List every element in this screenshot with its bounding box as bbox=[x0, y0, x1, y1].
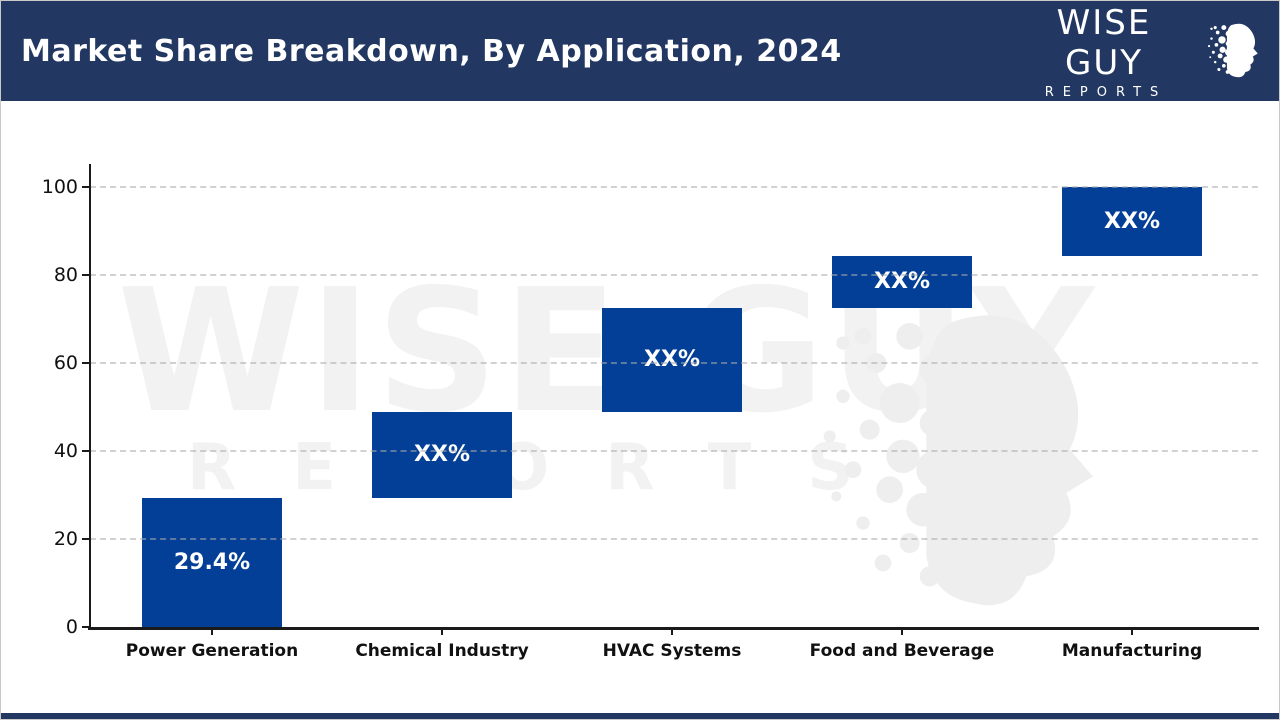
footer-accent-bar bbox=[1, 713, 1279, 719]
y-tick-mark bbox=[82, 362, 89, 364]
category-label: Power Generation bbox=[125, 641, 299, 661]
gridline bbox=[90, 362, 1258, 364]
page-title: Market Share Breakdown, By Application, … bbox=[21, 33, 842, 69]
y-tick-label: 20 bbox=[53, 528, 78, 550]
category-label: Manufacturing bbox=[1061, 641, 1203, 661]
y-axis-line bbox=[89, 164, 91, 629]
category-label: HVAC Systems bbox=[602, 641, 742, 661]
x-tick-mark bbox=[671, 628, 673, 635]
gridline bbox=[90, 538, 1258, 540]
brand-face-icon bbox=[1207, 23, 1258, 78]
bar-value-label: XX% bbox=[414, 442, 470, 468]
brand-logo: WISE GUY REPORTS bbox=[1017, 3, 1267, 100]
waterfall-chart: 0 20 40 60 80 100 29.4% Power Generation XX% Chem… bbox=[1, 101, 1279, 715]
bar-chemical-industry: XX% bbox=[372, 412, 512, 498]
y-tick-label: 0 bbox=[65, 616, 78, 638]
bar-value-label: XX% bbox=[1104, 208, 1160, 234]
bar-value-label: XX% bbox=[644, 347, 700, 373]
bar-value-label: XX% bbox=[874, 269, 930, 295]
y-tick-mark bbox=[82, 626, 89, 628]
y-tick-label: 60 bbox=[53, 352, 78, 374]
y-tick-mark bbox=[82, 186, 89, 188]
x-tick-mark bbox=[211, 628, 213, 635]
gridline bbox=[90, 186, 1258, 188]
header-band: Market Share Breakdown, By Application, … bbox=[1, 1, 1279, 101]
category-label: Food and Beverage bbox=[809, 641, 995, 661]
x-tick-mark bbox=[441, 628, 443, 635]
y-tick-mark bbox=[82, 450, 89, 452]
brand-name: WISE GUY bbox=[1056, 2, 1152, 83]
y-tick-label: 40 bbox=[53, 440, 78, 462]
x-axis-line bbox=[88, 627, 1259, 630]
brand-subname: REPORTS bbox=[1044, 84, 1168, 100]
bar-power-generation: 29.4% bbox=[142, 497, 282, 627]
bar-manufacturing: XX% bbox=[1062, 187, 1202, 256]
x-tick-mark bbox=[1131, 628, 1133, 635]
bar-hvac-systems: XX% bbox=[602, 307, 742, 413]
bar-food-and-beverage: XX% bbox=[832, 255, 972, 308]
y-tick-label: 100 bbox=[41, 176, 78, 198]
brand-logo-text: WISE GUY REPORTS bbox=[1017, 3, 1191, 100]
category-label: Chemical Industry bbox=[355, 641, 529, 661]
gridline bbox=[90, 450, 1258, 452]
y-tick-mark bbox=[82, 274, 89, 276]
y-tick-label: 80 bbox=[53, 264, 78, 286]
gridline bbox=[90, 274, 1258, 276]
x-tick-mark bbox=[901, 628, 903, 635]
bar-value-label: 29.4% bbox=[173, 549, 251, 575]
y-tick-mark bbox=[82, 538, 89, 540]
